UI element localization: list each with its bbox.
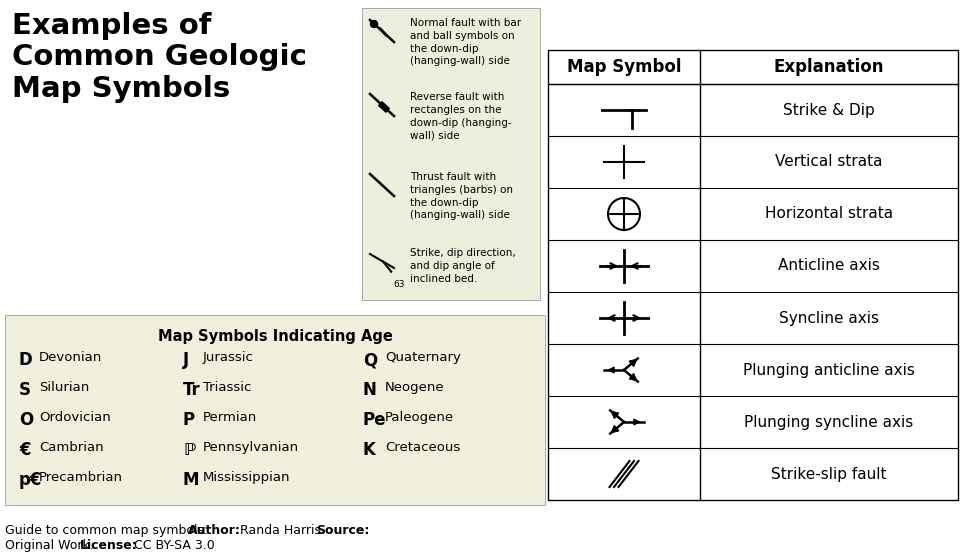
Text: Author:: Author: [188,524,240,537]
Bar [5,315,545,505]
Text: Horizontal strata: Horizontal strata [765,206,892,221]
Text: €: € [19,441,30,459]
Text: Thrust fault with
triangles (barbs) on
the down-dip
(hanging-wall) side: Thrust fault with triangles (barbs) on t… [410,172,513,220]
Text: Silurian: Silurian [39,381,89,394]
Bar [361,8,540,300]
Text: Mississippian: Mississippian [203,471,290,484]
Text: P: P [183,411,195,429]
Text: J: J [183,351,189,369]
Text: Reverse fault with
rectangles on the
down-dip (hanging-
wall) side: Reverse fault with rectangles on the dow… [410,92,511,141]
Text: Map Symbols Indicating Age: Map Symbols Indicating Age [157,329,392,344]
Text: Cretaceous: Cretaceous [385,441,459,454]
Circle shape [370,21,377,27]
Text: Strike & Dip: Strike & Dip [782,102,874,117]
Text: Guide to common map symbols.: Guide to common map symbols. [5,524,212,537]
Text: Permian: Permian [203,411,257,424]
Bar [547,50,957,84]
Text: Pennsylvanian: Pennsylvanian [203,441,298,454]
Polygon shape [377,181,384,187]
Text: 63: 63 [392,280,404,289]
Text: Syncline axis: Syncline axis [778,310,878,325]
Text: O: O [19,411,33,429]
Text: Randa Harris.: Randa Harris. [235,524,328,537]
Text: Quaternary: Quaternary [385,351,460,364]
Text: Explanation: Explanation [773,58,884,76]
Text: Plunging syncline axis: Plunging syncline axis [743,415,913,429]
Text: Normal fault with bar
and ball symbols on
the down-dip
(hanging-wall) side: Normal fault with bar and ball symbols o… [410,18,520,66]
Text: M: M [183,471,200,489]
Text: K: K [362,441,375,459]
Text: Devonian: Devonian [39,351,102,364]
Text: Anticline axis: Anticline axis [777,259,879,274]
Text: p€: p€ [19,471,43,489]
Text: Strike-slip fault: Strike-slip fault [770,466,886,481]
Text: Tr: Tr [183,381,201,399]
Text: Q: Q [362,351,377,369]
Text: N: N [362,381,377,399]
Text: ℙ: ℙ [183,441,196,459]
Polygon shape [378,102,389,112]
Text: Paleogene: Paleogene [385,411,453,424]
Bar [547,50,957,500]
Text: Triassic: Triassic [203,381,251,394]
Text: S: S [19,381,31,399]
Text: Map Symbol: Map Symbol [566,58,680,76]
Text: Precambrian: Precambrian [39,471,123,484]
Text: Pe: Pe [362,411,386,429]
Text: Examples of
Common Geologic
Map Symbols: Examples of Common Geologic Map Symbols [12,12,306,103]
Text: Strike, dip direction,
and dip angle of
inclined bed.: Strike, dip direction, and dip angle of … [410,248,516,284]
Text: CC BY-SA 3.0: CC BY-SA 3.0 [130,539,214,552]
Text: Neogene: Neogene [385,381,444,394]
Text: D: D [19,351,33,369]
Text: License:: License: [79,539,138,552]
Text: Jurassic: Jurassic [203,351,254,364]
Text: Plunging anticline axis: Plunging anticline axis [742,363,914,378]
Text: Original Work.: Original Work. [5,539,98,552]
Text: Source:: Source: [316,524,369,537]
Bar [547,50,957,500]
Text: Ordovician: Ordovician [39,411,110,424]
Text: Vertical strata: Vertical strata [774,155,882,170]
Text: Cambrian: Cambrian [39,441,104,454]
